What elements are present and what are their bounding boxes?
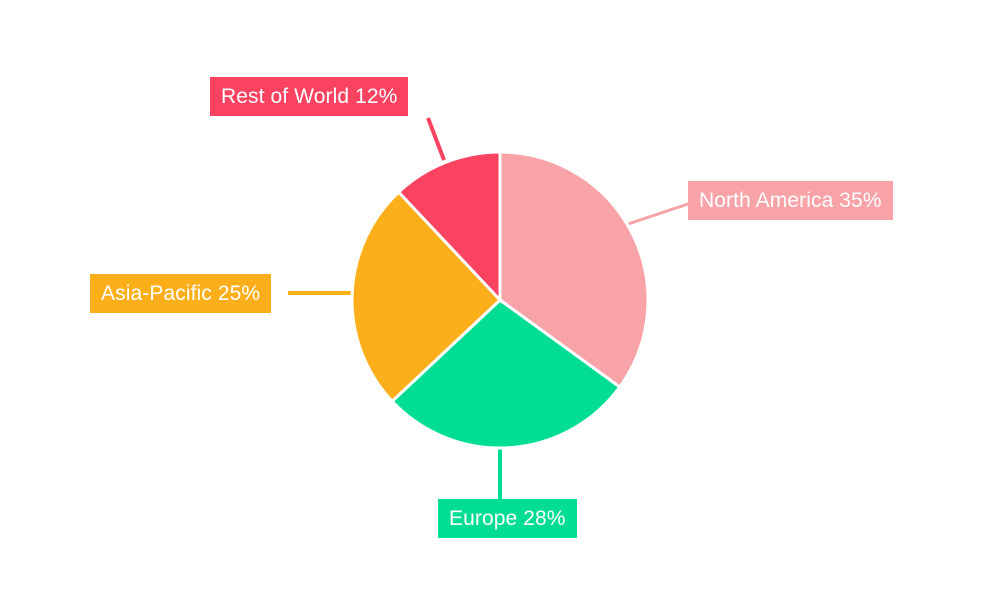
pie-label-north-america-text: North America 35%: [699, 189, 882, 212]
leader-line-north-america: [621, 198, 701, 228]
pie-label-europe[interactable]: Europe 28%: [438, 499, 577, 538]
pie-slice-north-america[interactable]: [498, 150, 650, 390]
pie-slice-asia-pacific[interactable]: [350, 189, 503, 404]
pie-label-rest-of-world[interactable]: Rest of World 12%: [210, 77, 409, 116]
pie-label-rest-of-world-text: Rest of World 12%: [221, 85, 398, 108]
pie-label-europe-text: Europe 28%: [449, 507, 566, 530]
pie-wedges: [350, 150, 650, 450]
leader-line-rest-of-world: [426, 117, 446, 161]
pie-slice-europe[interactable]: [389, 298, 622, 450]
pie-slice-rest-of-world[interactable]: [396, 150, 502, 304]
pie-label-asia-pacific[interactable]: Asia-Pacific 25%: [90, 274, 272, 313]
pie-label-asia-pacific-text: Asia-Pacific 25%: [101, 282, 261, 305]
pie-label-north-america[interactable]: North America 35%: [688, 181, 893, 220]
